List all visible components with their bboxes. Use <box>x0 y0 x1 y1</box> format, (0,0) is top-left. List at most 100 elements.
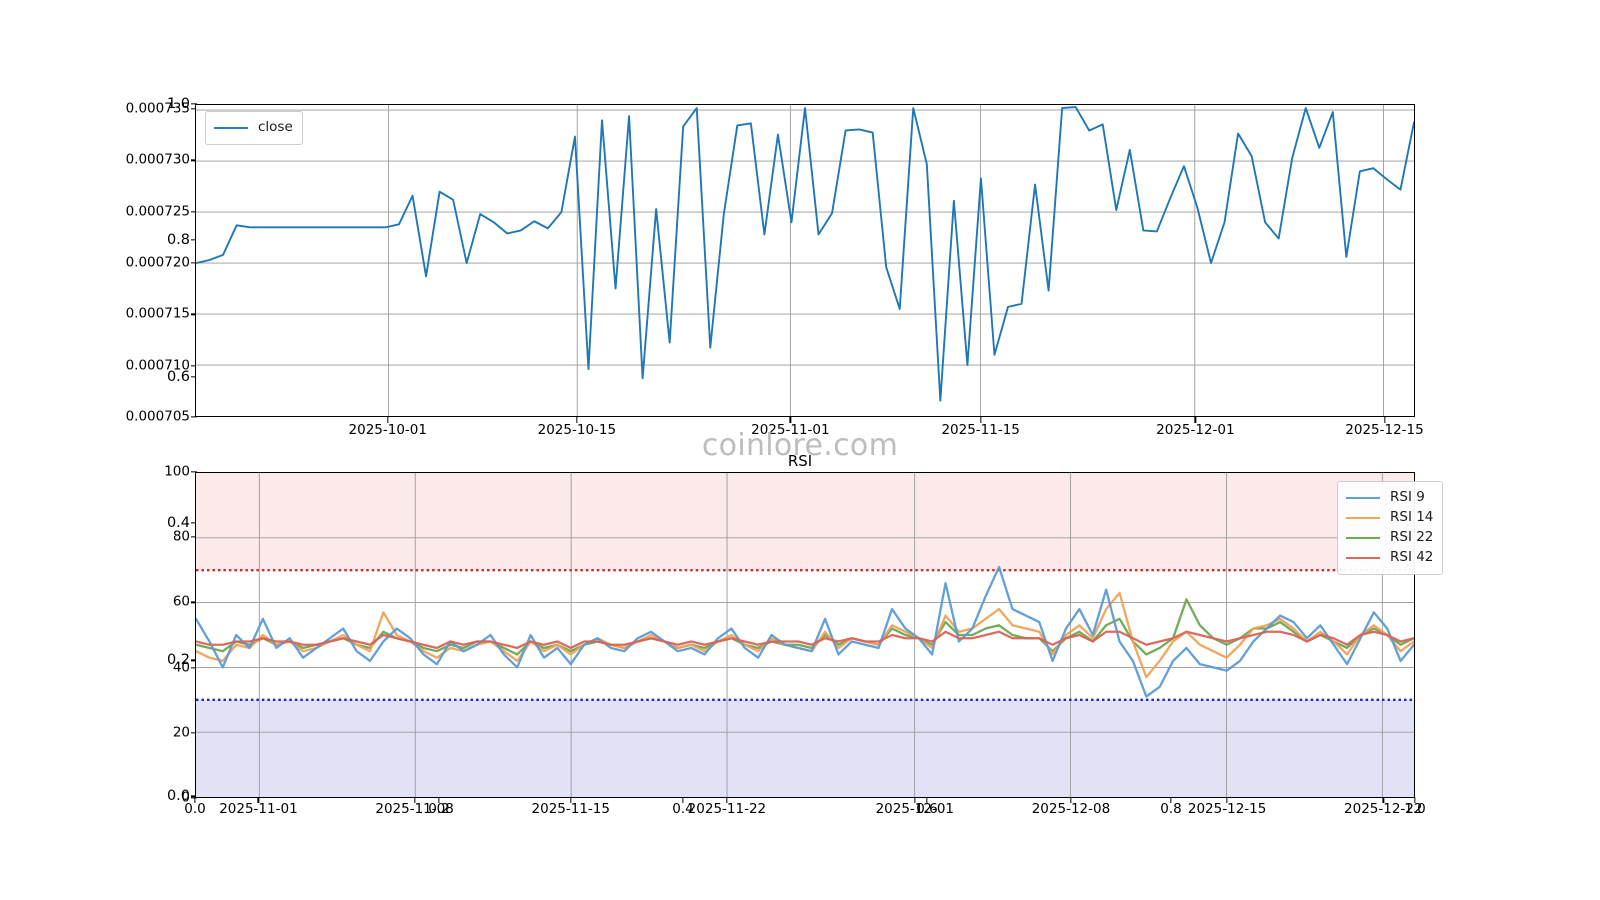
y-tick-label: 0.000730 <box>125 151 190 168</box>
price-y-axis-labels: 0.000735 0.000730 0.000725 0.000720 0.000715… <box>0 97 197 423</box>
y-tick-mark <box>191 416 197 418</box>
x-tick-label: 2025-11-22 <box>687 801 767 817</box>
y-tick-mark <box>191 795 197 798</box>
y-tick-label-secondary: 0.6 <box>166 368 190 385</box>
y-tick-label: 80 <box>172 528 190 545</box>
y-tick-mark <box>191 262 197 264</box>
rsi-legend: RSI 9 RSI 14 RSI 22 RSI 42 <box>1337 481 1444 575</box>
x-tick-label: 2025-12-01 <box>1156 422 1235 438</box>
y-tick-mark <box>191 601 197 604</box>
x-tick-label: 0.8 <box>1160 801 1182 817</box>
y-tick-mark <box>191 666 197 669</box>
x-tick-mark <box>914 797 916 803</box>
y-tick-mark <box>191 211 197 213</box>
price-legend: close <box>205 111 303 145</box>
y-tick-label: 0.000735 <box>125 100 190 117</box>
y-tick-label: 20 <box>172 724 190 741</box>
x-tick-label: 2025-12-08 <box>1031 801 1111 817</box>
price-chart-panel <box>195 104 1415 417</box>
y-tick-label: 0.000720 <box>125 254 190 271</box>
y-tick-mark <box>191 536 197 538</box>
y-tick-mark <box>191 797 197 799</box>
y-tick-mark <box>191 659 197 662</box>
y-tick-label: 40 <box>172 658 190 675</box>
x-tick-mark <box>1070 797 1072 803</box>
rsi-chart-panel <box>195 472 1415 798</box>
rsi-plot <box>196 473 1414 797</box>
y-tick-label: 0.000725 <box>125 203 190 219</box>
y-tick-label-secondary: 0.4 <box>166 514 190 531</box>
legend-item-rsi-9[interactable]: RSI 9 <box>1346 488 1433 508</box>
legend-label: RSI 9 <box>1390 489 1425 506</box>
x-tick-label: 0.0 <box>184 801 206 817</box>
y-tick-mark <box>191 365 197 367</box>
x-tick-mark <box>1170 797 1172 803</box>
y-tick-mark <box>191 376 197 378</box>
legend-item-close[interactable]: close <box>214 118 293 138</box>
legend-label: RSI 42 <box>1390 549 1434 566</box>
y-tick-label-secondary: 0.0 <box>166 788 190 805</box>
rsi-chart-title: RSI <box>787 452 813 470</box>
y-tick-label: 0 <box>181 789 190 806</box>
x-tick-mark <box>1194 417 1197 423</box>
x-tick-label: 2025-11-15 <box>941 422 1020 438</box>
y-tick-label-secondary: 1.0 <box>166 95 190 112</box>
line-swatch-icon <box>1346 537 1380 539</box>
x-tick-mark <box>387 417 389 423</box>
x-tick-label: 2025-11-15 <box>531 801 610 817</box>
x-tick-mark <box>1414 797 1416 803</box>
price-plot <box>196 105 1414 416</box>
x-tick-mark <box>438 797 440 803</box>
x-tick-mark <box>726 797 728 803</box>
y-tick-mark <box>191 471 197 473</box>
y-tick-label-secondary: 0.2 <box>166 652 190 669</box>
x-tick-label: 2025-12-01 <box>875 801 955 817</box>
x-tick-label: 1.0 <box>1404 801 1426 817</box>
line-swatch-icon <box>1346 497 1380 499</box>
x-tick-label: 2025-12-15 <box>1187 801 1267 817</box>
y-tick-mark <box>191 313 197 316</box>
x-tick-mark <box>1382 797 1384 803</box>
y-tick-mark <box>191 521 197 524</box>
legend-item-rsi-14[interactable]: RSI 14 <box>1346 508 1433 528</box>
x-tick-mark <box>413 797 416 803</box>
line-swatch-icon <box>1346 517 1380 519</box>
watermark: coinlore.com <box>701 428 899 463</box>
x-tick-mark <box>1226 797 1228 803</box>
y-tick-label: 0.000705 <box>125 408 190 425</box>
x-tick-mark <box>926 797 928 803</box>
y-tick-label: 0.000710 <box>125 356 190 373</box>
legend-item-rsi-22[interactable]: RSI 22 <box>1346 528 1433 548</box>
y-tick-mark <box>191 103 197 105</box>
x-tick-mark <box>257 797 260 803</box>
y-tick-label: 0.000715 <box>125 305 190 322</box>
line-swatch-icon <box>214 127 248 129</box>
x-tick-label: 2025-11-01 <box>751 422 830 438</box>
price-x-tick-marks <box>0 417 1600 425</box>
x-tick-label: 2025-11-08 <box>375 801 454 817</box>
y-tick-mark <box>191 732 197 734</box>
price-x-axis-labels: 2025-10-01 2025-10-15 2025-11-01 2025-11-15… <box>0 422 1600 444</box>
legend-label: RSI 22 <box>1390 529 1434 546</box>
y-tick-mark <box>191 239 197 241</box>
legend-label: close <box>258 119 293 136</box>
legend-label: RSI 14 <box>1390 509 1434 526</box>
x-tick-mark <box>789 417 792 423</box>
x-tick-mark <box>1383 417 1386 423</box>
x-tick-mark <box>980 417 982 423</box>
x-tick-mark <box>194 797 196 803</box>
legend-item-rsi-42[interactable]: RSI 42 <box>1346 548 1433 568</box>
x-tick-label: 2025-11-01 <box>219 801 298 817</box>
x-tick-label: 0.4 <box>672 801 694 817</box>
rsi-y-axis-labels: 100 80 60 40 20 0 0.4 0.2 0.0 <box>0 465 197 804</box>
x-tick-mark <box>570 797 572 803</box>
y-tick-label: 60 <box>172 593 190 610</box>
y-tick-label: 100 <box>164 463 190 480</box>
x-tick-label: 2025-10-15 <box>537 422 617 438</box>
x-tick-label: 2025-12-15 <box>1345 422 1424 438</box>
y-tick-mark <box>191 159 197 162</box>
x-tick-label: 0.2 <box>428 801 450 817</box>
x-tick-label: 0.6 <box>916 801 938 817</box>
x-tick-mark <box>576 417 578 423</box>
